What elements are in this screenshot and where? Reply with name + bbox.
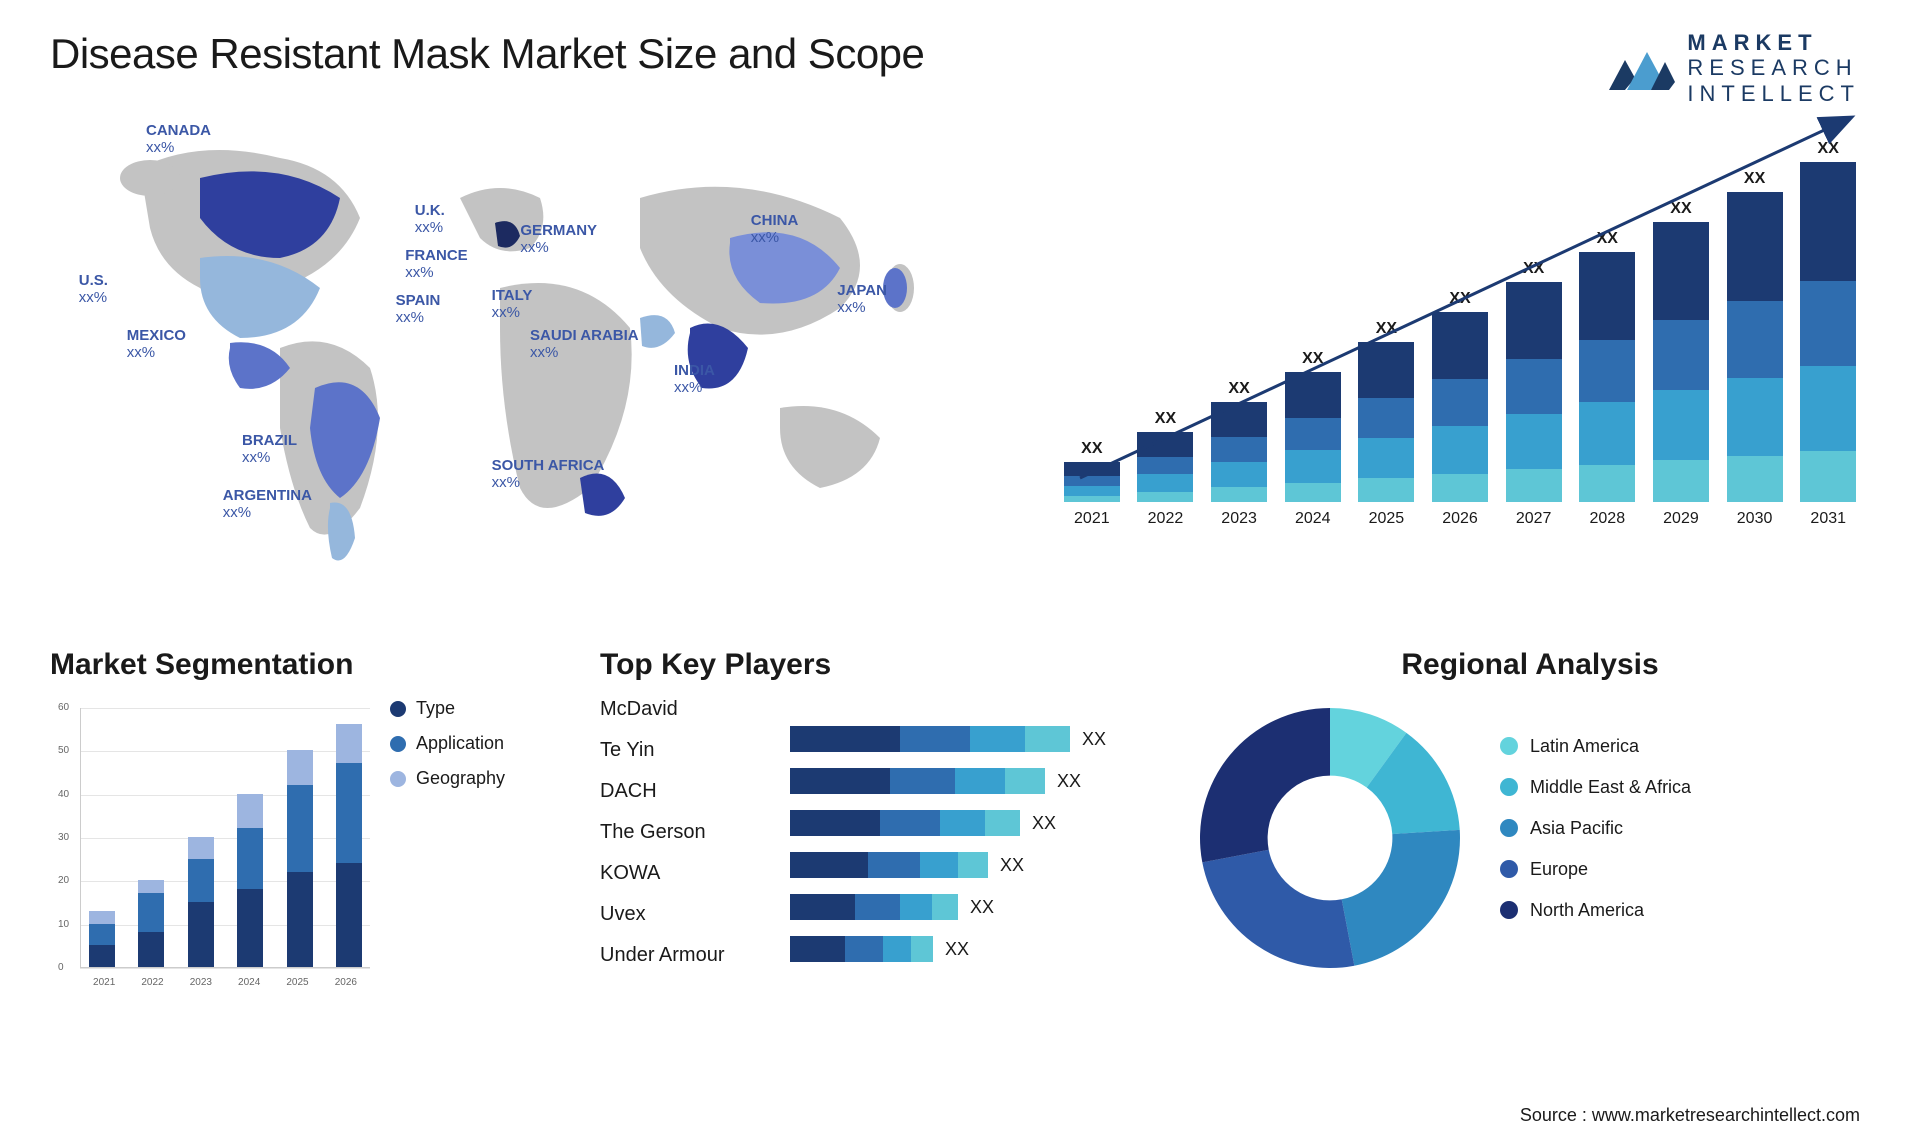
brand-logo: MARKET RESEARCH INTELLECT	[1607, 30, 1860, 106]
segmentation-bar	[131, 880, 173, 967]
map-country-label: ITALYxx%	[492, 288, 533, 321]
players-title: Top Key Players	[600, 648, 1160, 682]
legend-item: Application	[390, 733, 505, 754]
map-country-label: SPAINxx%	[396, 293, 441, 326]
player-bar: XX	[790, 768, 1106, 794]
player-name: McDavid	[600, 698, 760, 721]
source-attribution: Source : www.marketresearchintellect.com	[1520, 1105, 1860, 1126]
segmentation-title: Market Segmentation	[50, 648, 570, 682]
legend-item: Geography	[390, 768, 505, 789]
regional-title: Regional Analysis	[1190, 648, 1870, 682]
logo-mark-icon	[1607, 40, 1677, 96]
legend-item: Type	[390, 698, 505, 719]
segmentation-bar	[329, 724, 371, 967]
donut-slice	[1342, 830, 1460, 966]
segmentation-bar	[180, 837, 222, 967]
map-country-label: BRAZILxx%	[242, 433, 297, 466]
player-bar: XX	[790, 936, 1106, 962]
map-country-label: SOUTH AFRICAxx%	[492, 458, 605, 491]
segmentation-chart: 0102030405060 202120222023202420252026	[50, 698, 370, 998]
segmentation-bar	[279, 750, 321, 967]
legend-item: Asia Pacific	[1500, 818, 1691, 839]
player-name: Te Yin	[600, 739, 760, 762]
map-country-label: INDIAxx%	[674, 363, 715, 396]
player-name: Under Armour	[600, 944, 760, 967]
forecast-bar: XX2027	[1502, 260, 1566, 528]
legend-item: Middle East & Africa	[1500, 777, 1691, 798]
forecast-bar: XX2021	[1060, 440, 1124, 528]
segmentation-bar	[81, 911, 123, 967]
player-bar: XX	[790, 810, 1106, 836]
players-section: Top Key Players McDavid Te Yin DACH The Ger…	[600, 648, 1160, 998]
map-country-label: SAUDI ARABIAxx%	[530, 328, 639, 361]
player-bar: XX	[790, 852, 1106, 878]
donut-slice	[1202, 850, 1354, 968]
segmentation-bar	[230, 794, 272, 967]
player-bar: XX	[790, 894, 1106, 920]
player-bar: XX	[790, 726, 1106, 752]
forecast-bar: XX2024	[1281, 350, 1345, 528]
map-country-label: MEXICOxx%	[127, 328, 186, 361]
forecast-bar: XX2025	[1355, 320, 1419, 528]
player-name: Uvex	[600, 903, 760, 926]
forecast-bar: XX2029	[1649, 200, 1713, 528]
forecast-bar: XX2031	[1796, 140, 1860, 528]
map-country-label: JAPANxx%	[837, 283, 887, 316]
legend-item: Latin America	[1500, 736, 1691, 757]
forecast-bar: XX2028	[1575, 230, 1639, 528]
map-country-label: CANADAxx%	[146, 123, 211, 156]
player-bars: XX XX XX XX XX XX	[790, 726, 1106, 967]
regional-legend: Latin America Middle East & Africa Asia Pa…	[1500, 736, 1691, 941]
player-name: KOWA	[600, 862, 760, 885]
forecast-chart: XX2021XX2022XX2023XX2024XX2025XX2026XX20…	[1050, 108, 1870, 608]
forecast-bar: XX2023	[1207, 380, 1271, 528]
page-title: Disease Resistant Mask Market Size and S…	[50, 30, 1870, 78]
map-country-label: U.S.xx%	[79, 273, 108, 306]
map-country-label: CHINAxx%	[751, 213, 799, 246]
legend-item: North America	[1500, 900, 1691, 921]
donut-slice	[1200, 708, 1330, 862]
player-name: DACH	[600, 780, 760, 803]
segmentation-legend: Type Application Geography	[390, 698, 505, 998]
map-country-label: GERMANYxx%	[520, 223, 597, 256]
regional-section: Regional Analysis Latin America Middle Ea…	[1190, 648, 1870, 998]
player-name: The Gerson	[600, 821, 760, 844]
map-country-label: ARGENTINAxx%	[223, 488, 312, 521]
world-map: CANADAxx% U.S.xx% MEXICOxx% BRAZILxx% ARGENT…	[50, 108, 1010, 608]
forecast-bar: XX2026	[1428, 290, 1492, 528]
player-names-list: McDavid Te Yin DACH The Gerson KOWA Uvex Under…	[600, 698, 760, 967]
legend-item: Europe	[1500, 859, 1691, 880]
regional-donut-chart	[1190, 698, 1470, 978]
map-country-label: FRANCExx%	[405, 248, 468, 281]
forecast-bar: XX2022	[1134, 410, 1198, 528]
logo-text: MARKET RESEARCH INTELLECT	[1687, 30, 1860, 106]
segmentation-section: Market Segmentation 0102030405060 202120…	[50, 648, 570, 998]
forecast-bar: XX2030	[1723, 170, 1787, 528]
map-country-label: U.K.xx%	[415, 203, 445, 236]
